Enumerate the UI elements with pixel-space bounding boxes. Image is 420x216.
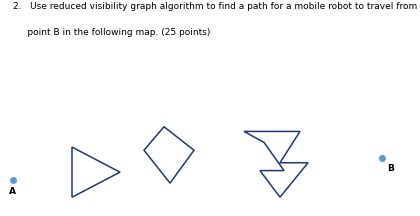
Text: B: B	[387, 164, 394, 173]
Text: A: A	[9, 187, 16, 196]
Text: 2.   Use reduced visibility graph algorithm to find a path for a mobile robot to: 2. Use reduced visibility graph algorith…	[13, 2, 420, 11]
Text: point B in the following map. (25 points): point B in the following map. (25 points…	[13, 28, 210, 37]
